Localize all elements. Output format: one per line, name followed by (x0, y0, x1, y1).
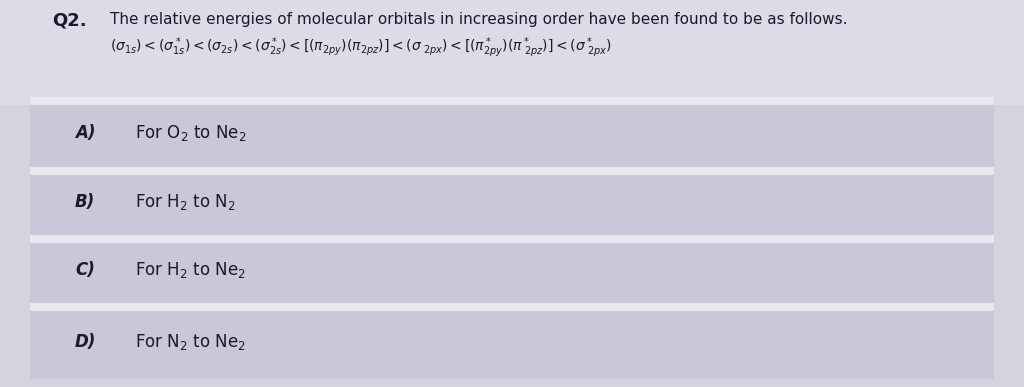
Text: The relative energies of molecular orbitals in increasing order have been found : The relative energies of molecular orbit… (110, 12, 848, 27)
Text: C): C) (75, 261, 95, 279)
Text: For $\mathrm{N_2}$ to $\mathrm{Ne_2}$: For $\mathrm{N_2}$ to $\mathrm{Ne_2}$ (135, 332, 246, 352)
Bar (30, 175, 994, 235)
Bar (30, 235, 994, 243)
Text: For $\mathrm{O_2}$ to $\mathrm{Ne_2}$: For $\mathrm{O_2}$ to $\mathrm{Ne_2}$ (135, 123, 247, 143)
Bar (30, 311, 994, 379)
Text: A): A) (75, 124, 95, 142)
Text: Q2.: Q2. (52, 12, 87, 30)
Bar (30, 303, 994, 311)
Text: D): D) (75, 332, 96, 351)
Bar (30, 97, 994, 105)
Text: For $\mathrm{H_2}$ to $\mathrm{Ne_2}$: For $\mathrm{H_2}$ to $\mathrm{Ne_2}$ (135, 260, 246, 280)
Text: $(\sigma_{1s}) < (\sigma^*_{1s}) < (\sigma_{2s}) < (\sigma^*_{2s}) < [(\pi_{2py}: $(\sigma_{1s}) < (\sigma^*_{1s}) < (\sig… (110, 35, 611, 60)
Text: For $\mathrm{H_2}$ to $\mathrm{N_2}$: For $\mathrm{H_2}$ to $\mathrm{N_2}$ (135, 192, 236, 212)
Bar (30, 167, 994, 175)
Bar (0, 0, 1024, 105)
Text: B): B) (75, 193, 95, 211)
Bar (30, 243, 994, 303)
Bar (30, 105, 994, 167)
